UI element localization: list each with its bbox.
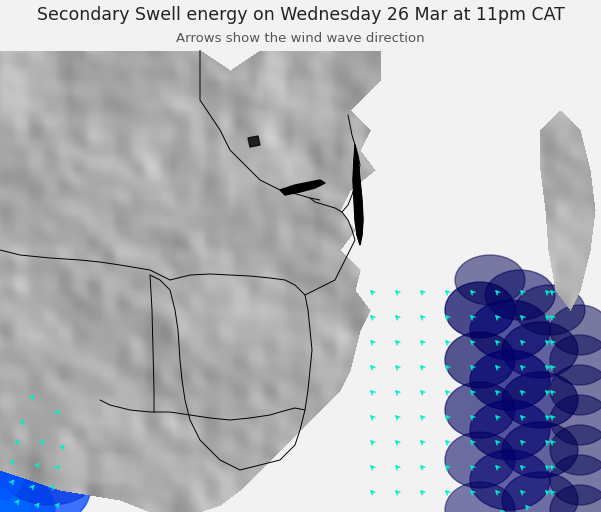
Ellipse shape [502, 372, 578, 428]
Text: Arrows show the wind wave direction: Arrows show the wind wave direction [176, 32, 425, 46]
Ellipse shape [445, 382, 515, 438]
Polygon shape [353, 145, 363, 245]
Polygon shape [248, 136, 260, 147]
Ellipse shape [550, 425, 601, 475]
Ellipse shape [0, 405, 20, 455]
Ellipse shape [550, 395, 601, 445]
Text: Secondary Swell energy on Wednesday 26 Mar at 11pm CAT: Secondary Swell energy on Wednesday 26 M… [37, 6, 564, 24]
Ellipse shape [0, 475, 55, 512]
Ellipse shape [0, 450, 90, 512]
Ellipse shape [0, 440, 25, 500]
Ellipse shape [445, 482, 515, 512]
Ellipse shape [502, 422, 578, 478]
Ellipse shape [515, 285, 585, 335]
Ellipse shape [502, 472, 578, 512]
Ellipse shape [470, 300, 550, 360]
Ellipse shape [445, 282, 515, 338]
Polygon shape [280, 180, 325, 195]
Ellipse shape [550, 455, 601, 505]
Ellipse shape [445, 432, 515, 488]
Ellipse shape [502, 322, 578, 378]
Ellipse shape [470, 400, 550, 460]
Ellipse shape [550, 335, 601, 385]
Ellipse shape [0, 430, 65, 490]
Ellipse shape [550, 365, 601, 415]
Ellipse shape [0, 460, 30, 512]
Ellipse shape [0, 435, 100, 505]
Ellipse shape [0, 415, 40, 465]
Ellipse shape [470, 350, 550, 410]
Ellipse shape [550, 485, 601, 512]
Ellipse shape [550, 305, 601, 355]
Ellipse shape [470, 450, 550, 510]
Ellipse shape [455, 255, 525, 305]
Ellipse shape [485, 270, 555, 320]
Ellipse shape [445, 332, 515, 388]
